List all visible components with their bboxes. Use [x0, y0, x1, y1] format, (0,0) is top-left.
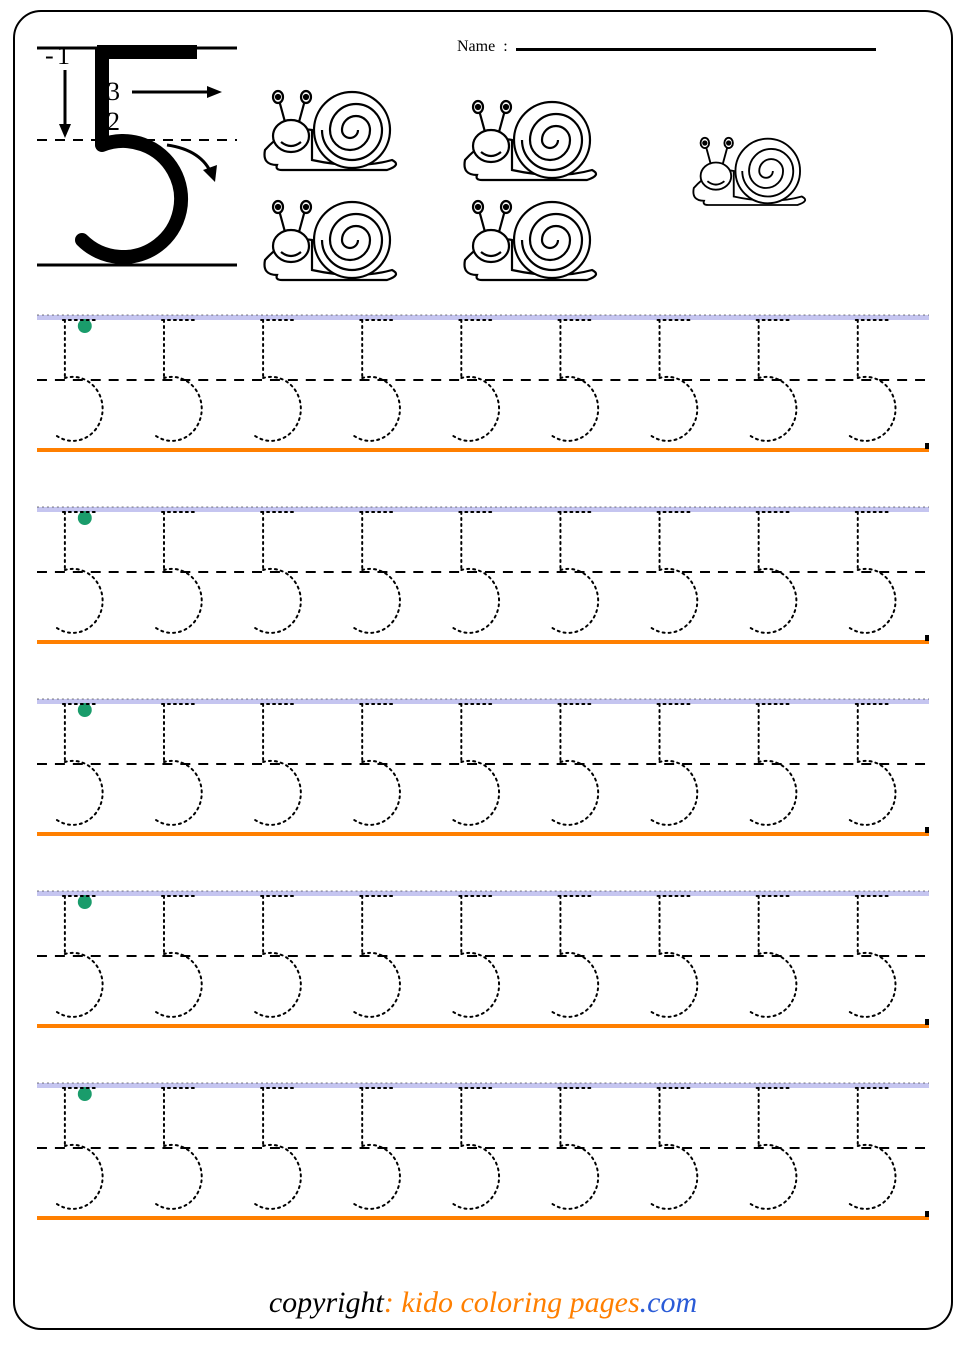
brand-tld: .com [640, 1286, 697, 1319]
tracing-area [37, 310, 929, 1228]
tracing-row-4[interactable] [37, 886, 929, 1036]
footer: copyright: kido coloring pages.com [15, 1286, 951, 1320]
minus-sign: - [45, 41, 54, 70]
stroke-3-label: 3 [107, 77, 120, 106]
footer-colon: : [384, 1286, 402, 1319]
tracing-row-5[interactable] [37, 1078, 929, 1228]
stroke-1-label: 1 [57, 41, 70, 70]
snail-icon [457, 180, 607, 290]
copyright-word: copyright [269, 1286, 384, 1319]
snail-3 [687, 120, 815, 219]
snail-1 [257, 70, 407, 185]
tracing-row-2[interactable] [37, 502, 929, 652]
snail-icon [257, 70, 407, 180]
snail-icon [257, 180, 407, 290]
stroke-2-label: 2 [107, 107, 120, 136]
snail-icon [687, 120, 815, 214]
big-five-guide: - 1 3 2 [37, 30, 237, 280]
tracing-row-1[interactable] [37, 310, 929, 460]
header: - 1 3 2 Name : [37, 30, 929, 290]
snails-group [247, 30, 929, 280]
snail-2 [457, 80, 607, 195]
brand-name: kido coloring pages [401, 1286, 639, 1319]
snail-icon [457, 80, 607, 190]
snail-4 [257, 180, 407, 295]
snail-5 [457, 180, 607, 295]
worksheet-page: - 1 3 2 Name : [13, 10, 953, 1330]
tracing-row-3[interactable] [37, 694, 929, 844]
